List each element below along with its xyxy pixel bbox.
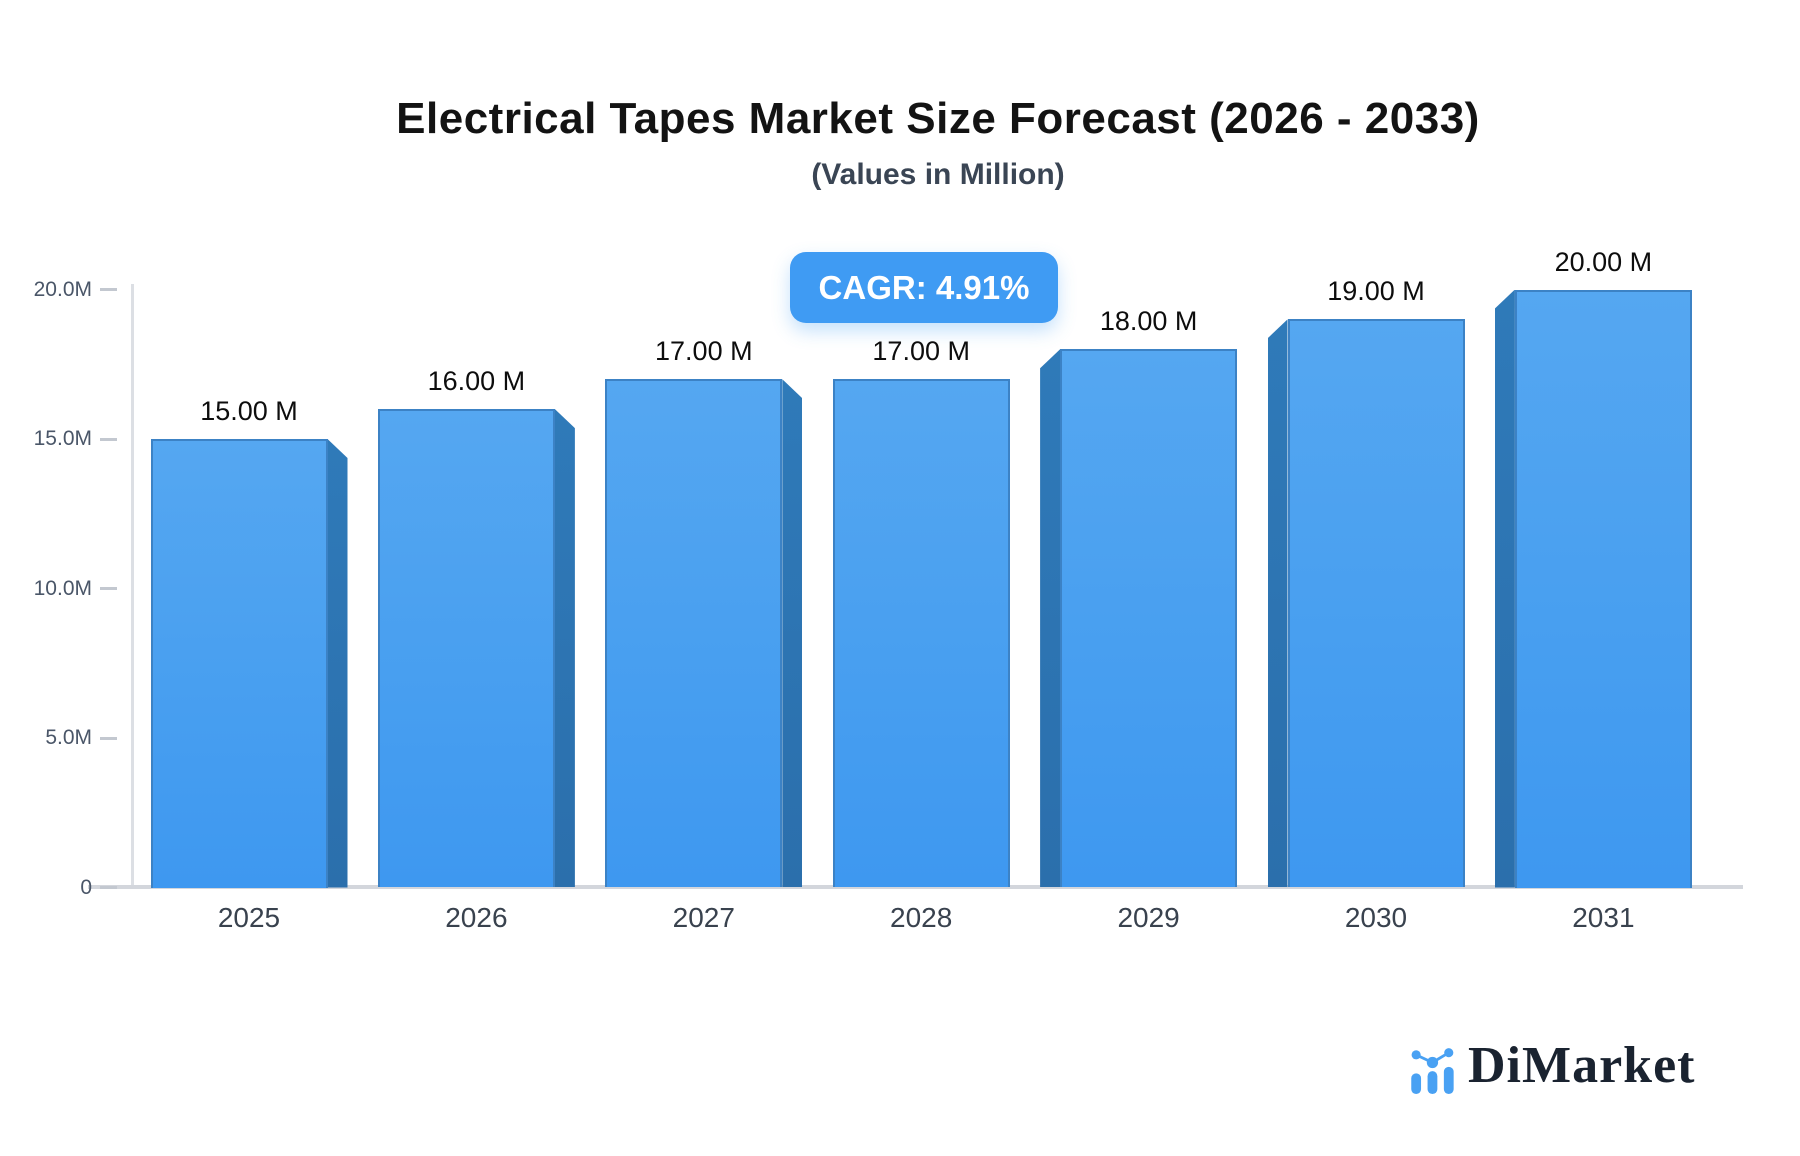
x-axis-label-2028: 2028 (890, 902, 953, 933)
y-axis-tick (100, 736, 117, 740)
cagr-badge-label: CAGR: 4.91% (818, 268, 1030, 306)
x-axis-label-2025: 2025 (217, 902, 281, 933)
bar-3d-side (327, 439, 348, 888)
bar-3d-side (1040, 349, 1061, 888)
bar-2025 (150, 439, 328, 888)
bar-3d-side (1494, 289, 1515, 888)
y-axis-tick-label: 0 (80, 875, 92, 899)
bar-value-label: 17.00 M (655, 336, 753, 367)
bar-2029 (1060, 349, 1238, 888)
cagr-badge: CAGR: 4.91% (790, 252, 1058, 323)
bar-3d-side (1267, 319, 1288, 888)
bar-value-label: 18.00 M (1099, 306, 1198, 337)
y-axis-tick-label: 15.0M (33, 427, 92, 450)
bar-2027 (605, 379, 783, 888)
x-axis-label-2029: 2029 (1117, 902, 1180, 933)
bar-2026 (377, 409, 555, 888)
bar-value-label: 19.00 M (1327, 276, 1425, 307)
bar-line-chart-icon (1411, 1048, 1454, 1094)
page-subtitle: (Values in Million) (811, 158, 1065, 191)
bar-3d-side (782, 379, 803, 888)
bar-2030 (1287, 319, 1465, 888)
x-axis-label-2027: 2027 (672, 902, 735, 933)
page-title: Electrical Tapes Market Size Forecast (2… (396, 94, 1480, 143)
bar-value-label: 20.00 M (1554, 246, 1653, 277)
x-axis-label-2030: 2030 (1344, 902, 1408, 933)
y-axis-tick (100, 437, 117, 441)
bar-2028 (832, 379, 1010, 888)
y-axis-tick (100, 288, 117, 291)
y-axis-line (131, 284, 134, 888)
y-axis-tick-label: 20.0M (33, 277, 92, 301)
y-axis-tick-label: 5.0M (45, 726, 92, 749)
y-axis-tick (100, 886, 117, 889)
bar-3d-side (554, 409, 575, 888)
y-axis-tick-label: 10.0M (33, 576, 92, 600)
x-axis-label-2031: 2031 (1572, 902, 1635, 933)
bar-value-label: 17.00 M (872, 336, 970, 367)
bar-value-label: 16.00 M (427, 366, 526, 397)
y-axis-tick (100, 587, 117, 590)
brand-logo[interactable]: DiMarket (1408, 1036, 1708, 1106)
bar-2031 (1514, 289, 1692, 888)
x-axis-label-2026: 2026 (445, 902, 508, 933)
bar-value-label: 15.00 M (200, 396, 298, 426)
brand-logo-text: DiMarket (1468, 1037, 1696, 1094)
